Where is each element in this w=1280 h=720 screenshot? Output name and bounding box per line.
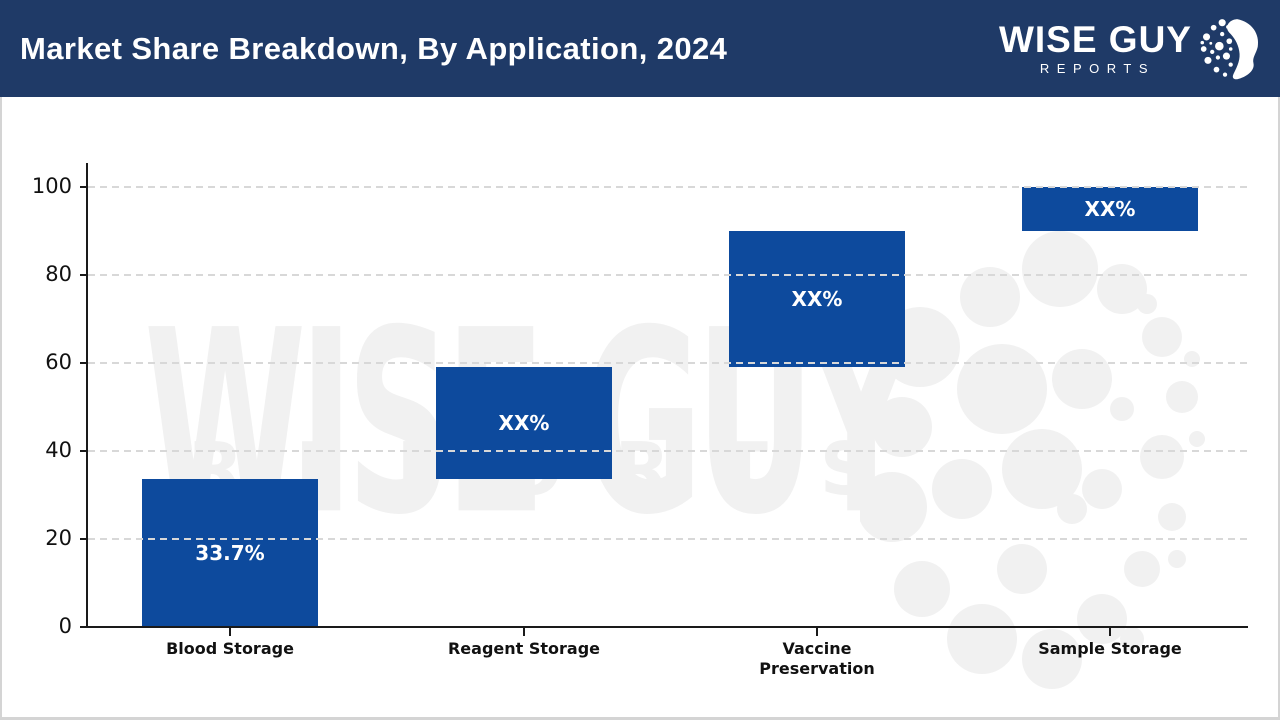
- y-axis-line: [86, 163, 88, 628]
- logo-wordmark-block: WISE GUY REPORTS: [999, 21, 1192, 76]
- gridline-100: [88, 186, 1248, 188]
- y-tick-mark: [80, 450, 88, 452]
- x-tick-mark: [523, 628, 525, 636]
- y-tick-label: 0: [58, 614, 72, 638]
- x-axis-line: [86, 626, 1248, 628]
- gridline-80: [88, 274, 1248, 276]
- y-tick-label: 80: [45, 262, 72, 286]
- logo-wordmark-sub: REPORTS: [1039, 61, 1156, 76]
- bar-value-label: XX%: [1084, 197, 1136, 221]
- y-tick-mark: [80, 186, 88, 188]
- bar-vaccine-preservation: XX%: [729, 231, 905, 368]
- x-tick-label: Vaccine Preservation: [759, 639, 875, 678]
- gridline-20: [88, 538, 1248, 540]
- y-tick-mark: [80, 626, 88, 628]
- bar-value-label: XX%: [791, 287, 843, 312]
- x-tick-mark: [1109, 628, 1111, 636]
- y-tick-mark: [80, 538, 88, 540]
- y-tick-label: 60: [45, 350, 72, 374]
- bar-blood-storage: 33.7%: [142, 478, 318, 627]
- gridline-40: [88, 450, 1248, 452]
- bar-value-label: 33.7%: [195, 540, 265, 565]
- gridline-60: [88, 362, 1248, 364]
- y-tick-label: 40: [45, 438, 72, 462]
- bar-reagent-storage: XX%: [436, 367, 612, 479]
- brand-logo: WISE GUY REPORTS: [999, 9, 1262, 89]
- logo-wordmark: WISE GUY: [998, 19, 1192, 60]
- y-tick-label: 100: [31, 174, 72, 198]
- y-tick-mark: [80, 274, 88, 276]
- x-tick-label: Blood Storage: [166, 639, 294, 658]
- bar-sample-storage: XX%: [1022, 187, 1198, 231]
- y-tick-label: 20: [45, 526, 72, 550]
- bar-value-label: XX%: [498, 411, 550, 436]
- page-title: Market Share Breakdown, By Application, …: [20, 30, 728, 66]
- x-tick-label: Sample Storage: [1038, 639, 1182, 658]
- logo-head-icon: [1200, 18, 1259, 79]
- watermark-head-icon: [860, 231, 1205, 689]
- y-tick-mark: [80, 362, 88, 364]
- x-tick-mark: [229, 628, 231, 636]
- x-tick-label: Reagent Storage: [447, 639, 601, 658]
- header: Market Share Breakdown, By Application, …: [0, 0, 1280, 97]
- x-tick-mark: [816, 628, 818, 636]
